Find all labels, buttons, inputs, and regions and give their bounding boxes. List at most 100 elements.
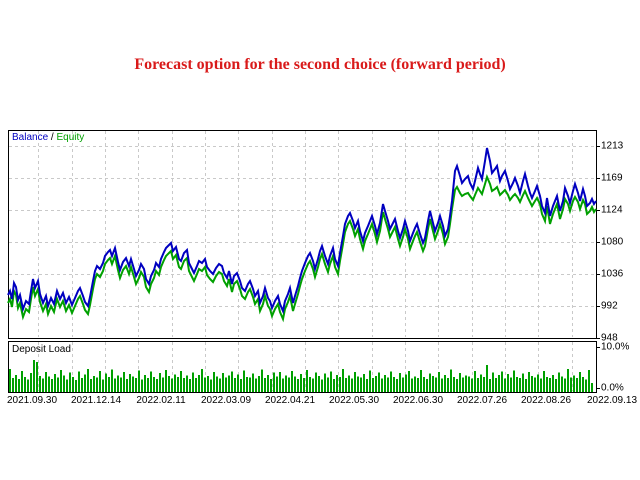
deposit-load-bar [402, 377, 405, 392]
deposit-load-bar [441, 378, 444, 392]
y-axis-label: 1213 [601, 140, 624, 152]
deposit-load-bar [327, 377, 330, 392]
deposit-load-bar [390, 371, 393, 392]
deposit-load-bar [444, 375, 447, 392]
deposit-load-bar [438, 372, 441, 392]
deposit-load-bar [171, 378, 174, 392]
deposit-load-bar [348, 375, 351, 392]
deposit-load-bar [537, 374, 540, 392]
deposit-load-bar [243, 370, 246, 392]
deposit-load-bar [579, 372, 582, 392]
deposit-load-bar [63, 375, 66, 392]
deposit-load-bar [423, 377, 426, 392]
y-axis-label: 1124 [601, 204, 623, 216]
deposit-load-bar [354, 372, 357, 392]
deposit-load-bar [561, 376, 564, 392]
deposit-load-bar [207, 376, 210, 392]
deposit-load-bar [186, 375, 189, 392]
deposit-load-bar [81, 378, 84, 392]
x-axis-date-label: 2022.04.21 [264, 395, 316, 406]
deposit-load-bar [156, 379, 159, 392]
deposit-load-bar [36, 362, 39, 392]
deposit-load-bar [87, 369, 90, 392]
deposit-load-bar [534, 377, 537, 392]
deposit-load-bar [21, 371, 24, 392]
deposit-load-bar [198, 375, 201, 392]
deposit-load-bar [525, 379, 528, 392]
legend-balance-label: Balance [12, 132, 49, 143]
deposit-load-bar [567, 369, 570, 392]
deposit-load-bar [162, 377, 165, 392]
deposit-load-bar [531, 376, 534, 392]
deposit-load-bar [546, 377, 549, 392]
deposit-load-bar [93, 376, 96, 392]
deposit-load-bar [465, 375, 468, 392]
deposit-load-bar [483, 377, 486, 392]
deposit-load-bar [432, 376, 435, 392]
deposit-load-bar [591, 383, 594, 392]
deposit-load-bar [147, 378, 150, 392]
deposit-load-bar [219, 378, 222, 392]
deposit-load-bar [225, 377, 228, 392]
deposit-load-bar [582, 377, 585, 392]
deposit-load-bar [222, 373, 225, 392]
deposit-load-bar [453, 377, 456, 392]
deposit-load-bar [324, 373, 327, 392]
deposit-load-bar [585, 379, 588, 392]
deposit-load-bar [69, 372, 72, 392]
deposit-load-bar [309, 377, 312, 392]
deposit-load-bar [231, 371, 234, 392]
deposit-load-bar [72, 377, 75, 392]
deposit-load-bar [468, 376, 471, 392]
x-axis-date-label: 2022.06.30 [392, 395, 444, 406]
deposit-load-bar [57, 377, 60, 392]
deposit-load-bar [393, 377, 396, 392]
deposit-load-bar [150, 371, 153, 392]
deposit-load-bar [129, 374, 132, 392]
deposit-load-bar [291, 371, 294, 392]
deposit-load-bar [405, 374, 408, 392]
deposit-load-bar [321, 379, 324, 392]
deposit-load-bar [375, 376, 378, 392]
deposit-load-bar [90, 379, 93, 392]
deposit-load-bar [312, 378, 315, 392]
deposit-load-bar [183, 378, 186, 392]
deposit-load-bar [216, 376, 219, 392]
deposit-load-bar [33, 360, 36, 392]
x-axis-date-label: 2022.05.30 [328, 395, 380, 406]
deposit-load-bar [417, 378, 420, 392]
deposit-load-bar [51, 379, 54, 392]
deposit-load-bar [258, 376, 261, 392]
deposit-load-bar [108, 377, 111, 392]
deposit-load-bar [399, 373, 402, 392]
x-axis-date-label: 2021.12.14 [70, 395, 122, 406]
deposit-load-bar [135, 378, 138, 392]
deposit-load-bar [261, 369, 264, 392]
deposit-load-bar [153, 377, 156, 392]
x-axis-date-label: 2022.08.26 [520, 395, 572, 406]
deposit-load-bar [123, 372, 126, 392]
deposit-load-bar [279, 372, 282, 392]
deposit-load-bar [159, 373, 162, 392]
deposit-load-bar [480, 374, 483, 392]
y-axis-label: 1080 [601, 236, 624, 248]
deposit-load-bar [435, 377, 438, 392]
deposit-load-bar [357, 376, 360, 392]
deposit-load-bar [84, 374, 87, 392]
deposit-load-bar [369, 370, 372, 392]
deposit-load-bar [210, 379, 213, 392]
deposit-load-bar [99, 371, 102, 392]
deposit-load-bar [54, 374, 57, 392]
deposit-load-bar [474, 371, 477, 392]
deposit-load-bar [114, 378, 117, 392]
deposit-load-bar [429, 373, 432, 392]
deposit-load-bar [558, 372, 561, 392]
deposit-load-bar [510, 377, 513, 392]
x-axis-date-label: 2022.07.26 [456, 395, 508, 406]
deposit-load-bar [111, 369, 114, 392]
deposit-load-bar [18, 379, 21, 392]
deposit-load-bar [477, 378, 480, 392]
deposit-load-bar [204, 377, 207, 392]
deposit-load-bar [387, 377, 390, 392]
